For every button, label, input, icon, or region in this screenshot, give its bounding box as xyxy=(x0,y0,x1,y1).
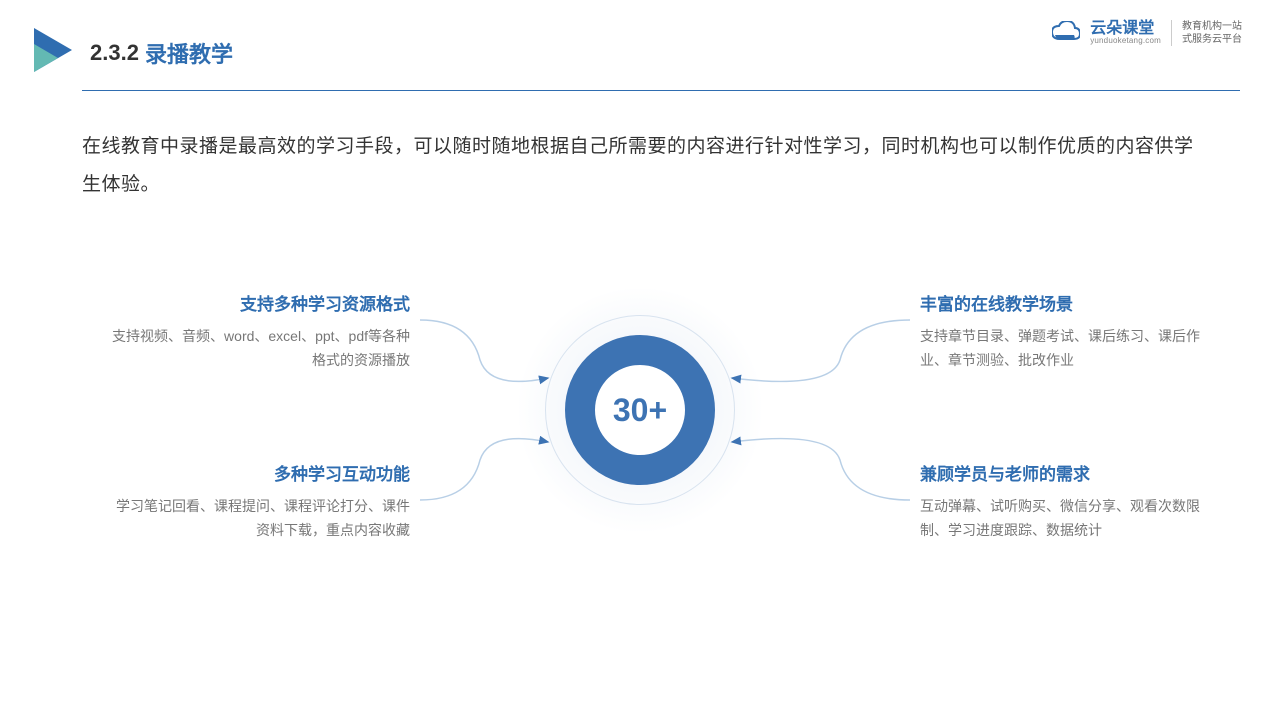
feature-desc: 学习笔记回看、课程提问、课程评论打分、课件资料下载，重点内容收藏 xyxy=(110,495,410,543)
feature-top-right: 丰富的在线教学场景 支持章节目录、弹题考试、课后练习、课后作业、章节测验、批改作… xyxy=(920,290,1220,373)
ring-value: 30+ xyxy=(613,392,667,429)
logo-cn: 云朵课堂 xyxy=(1090,21,1161,37)
feature-title: 兼顾学员与老师的需求 xyxy=(920,460,1220,485)
intro-paragraph: 在线教育中录播是最高效的学习手段，可以随时随地根据自己所需要的内容进行针对性学习… xyxy=(82,128,1198,204)
logo-divider xyxy=(1171,20,1172,46)
logo-sub-line2: 式服务云平台 xyxy=(1182,33,1242,46)
feature-diagram: 30+ 支持多种学习资源格式 支持视频、音频、word、excel、ppt、pd… xyxy=(0,260,1280,720)
center-ring: 30+ xyxy=(565,335,715,485)
feature-desc: 支持视频、音频、word、excel、ppt、pdf等各种格式的资源播放 xyxy=(110,325,410,373)
section-title: 录播教学 xyxy=(145,37,233,69)
brand-logo: 云朵课堂 yunduoketang.com 教育机构一站 式服务云平台 xyxy=(1052,20,1242,46)
header-triangle-icon xyxy=(34,28,72,77)
feature-bottom-left: 多种学习互动功能 学习笔记回看、课程提问、课程评论打分、课件资料下载，重点内容收… xyxy=(110,460,410,543)
cloud-icon xyxy=(1052,21,1080,46)
section-number: 2.3.2 xyxy=(90,40,139,66)
feature-title: 支持多种学习资源格式 xyxy=(110,290,410,315)
feature-desc: 互动弹幕、试听购买、微信分享、观看次数限制、学习进度跟踪、数据统计 xyxy=(920,495,1220,543)
title-underline xyxy=(82,90,1240,91)
logo-sub-line1: 教育机构一站 xyxy=(1182,20,1242,33)
feature-title: 多种学习互动功能 xyxy=(110,460,410,485)
feature-bottom-right: 兼顾学员与老师的需求 互动弹幕、试听购买、微信分享、观看次数限制、学习进度跟踪、… xyxy=(920,460,1220,543)
logo-en: yunduoketang.com xyxy=(1090,37,1161,45)
feature-desc: 支持章节目录、弹题考试、课后练习、课后作业、章节测验、批改作业 xyxy=(920,325,1220,373)
feature-top-left: 支持多种学习资源格式 支持视频、音频、word、excel、ppt、pdf等各种… xyxy=(110,290,410,373)
feature-title: 丰富的在线教学场景 xyxy=(920,290,1220,315)
